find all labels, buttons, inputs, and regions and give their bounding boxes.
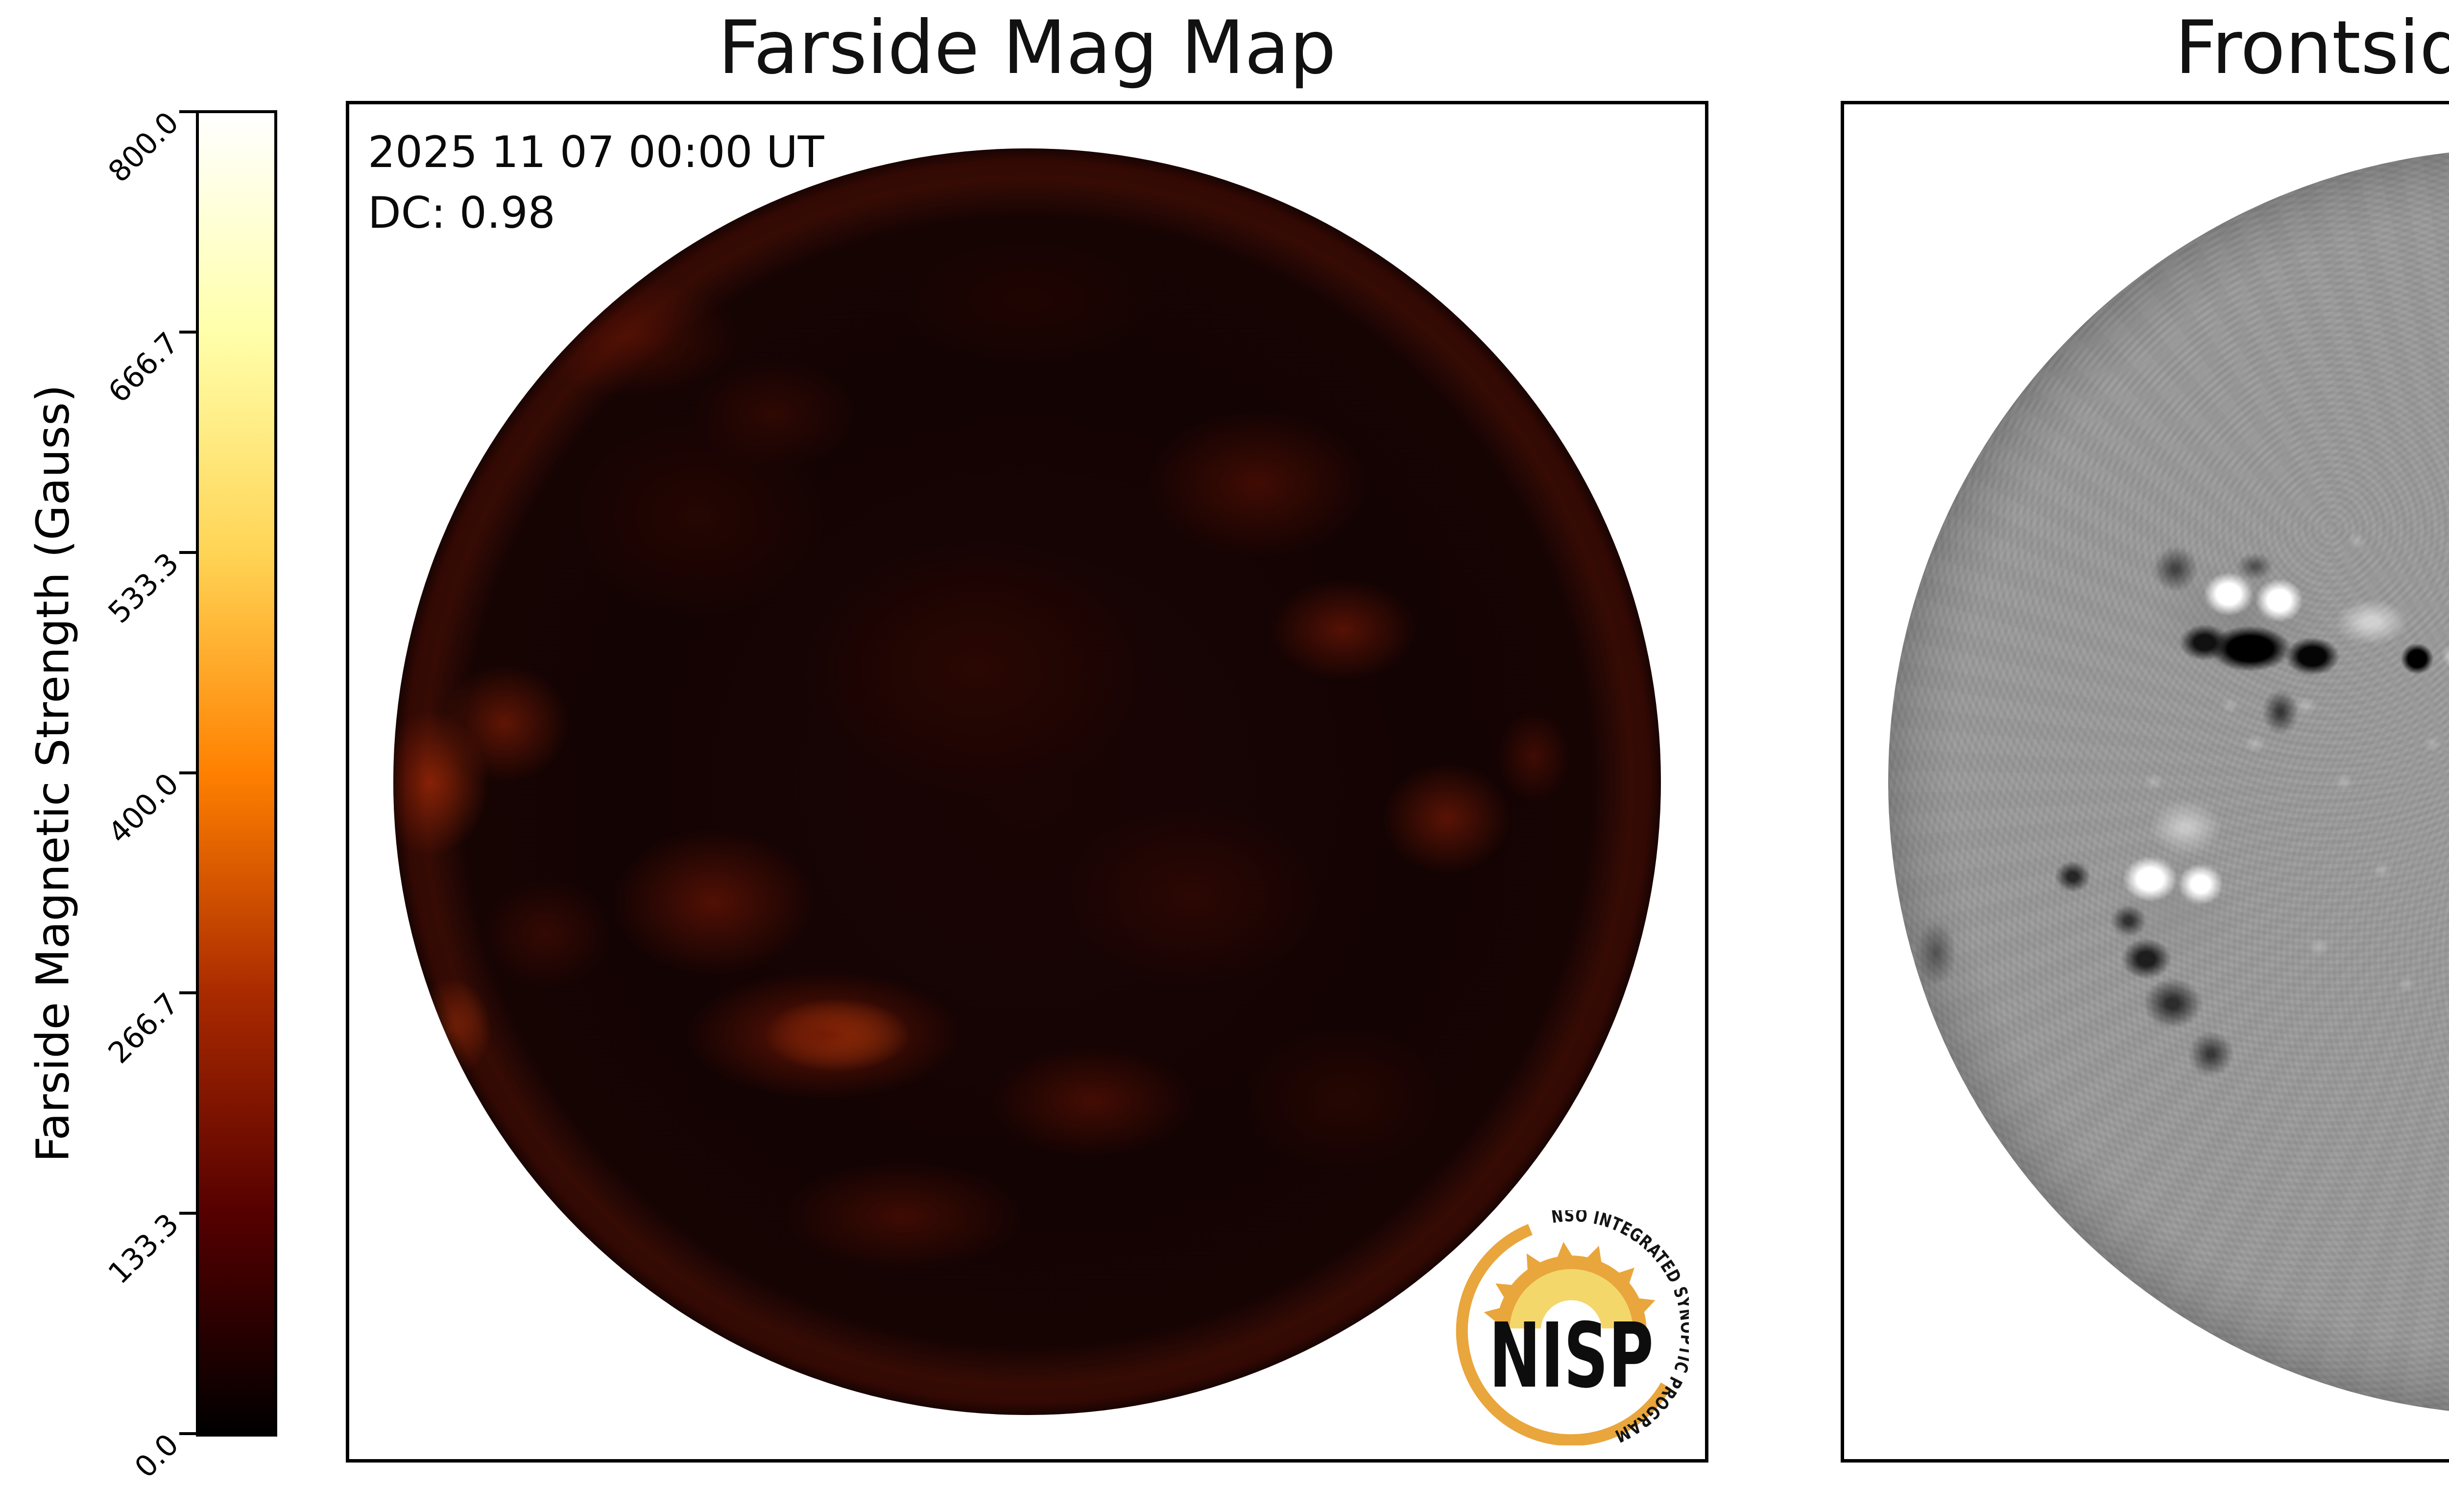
magnetic-feature-blob — [2321, 590, 2423, 654]
magnetic-feature-blob — [2169, 617, 2239, 668]
duty-cycle-text: DC: 0.98 — [368, 188, 555, 238]
magnetic-feature-blob — [2344, 529, 2369, 552]
magnetic-feature-blob — [2369, 859, 2395, 882]
frontside-title: Frontside Mag Map — [2175, 5, 2449, 91]
magnetic-feature-blob — [2047, 854, 2098, 899]
nisp-logo: NISP NSO INTEGRATED SYNOPTIC PROGRAM — [1454, 1205, 1696, 1446]
magnetic-feature-blob — [2169, 856, 2233, 913]
colorbar-tick — [179, 330, 196, 334]
colorbar — [196, 110, 277, 1437]
frontside-panel: NISP NSO INTEGRATED SYNOPTIC PROGRAM — [1841, 101, 2449, 1463]
farside-panel: 2025 11 07 00:00 UT DC: 0.98 NISP NSO IN… — [346, 101, 1708, 1463]
logo-baseline — [1488, 1328, 1655, 1336]
colorbar-tick-label: 0.0 — [128, 1427, 186, 1485]
colorbar-tick — [179, 991, 196, 995]
magnetic-feature-blob — [1907, 908, 1965, 997]
colorbar-tick-label: 266.7 — [101, 986, 186, 1071]
farside-annotation: 2025 11 07 00:00 UT DC: 0.98 — [368, 122, 824, 243]
colorbar-tick-label: 533.3 — [101, 546, 186, 630]
magnetic-feature-blob — [2290, 693, 2322, 719]
magnetic-feature-blob — [2445, 1024, 2449, 1046]
magnetic-feature-blob — [2140, 770, 2168, 793]
colorbar-tick — [179, 771, 196, 774]
timestamp-text: 2025 11 07 00:00 UT — [368, 127, 824, 177]
colorbar-axis-label: Farside Magnetic Strength (Gauss) — [26, 384, 79, 1162]
magnetic-feature-blob — [2239, 731, 2271, 757]
magnetic-feature-blob — [2394, 973, 2420, 995]
magnetic-feature-blob — [2303, 934, 2334, 960]
logo-ring-arc — [1456, 1224, 1671, 1446]
colorbar-tick — [179, 1432, 196, 1435]
colorbar-tick — [179, 551, 196, 554]
frontside-solar-disk — [1888, 148, 2449, 1416]
colorbar-tick — [179, 1212, 196, 1215]
magnetic-feature-blob — [2246, 570, 2312, 631]
magnetic-feature-blob — [2420, 732, 2445, 755]
magnetic-feature-blob — [2179, 1022, 2243, 1086]
sun-core-icon — [1540, 1300, 1602, 1331]
magnetic-feature-blob — [2217, 694, 2243, 718]
magnetic-feature-blob — [2331, 769, 2357, 794]
colorbar-tick-label: 800.0 — [101, 105, 186, 190]
colorbar-tick — [179, 110, 196, 113]
logo-acronym: NISP — [1489, 1304, 1654, 1408]
colorbar-tick-label: 666.7 — [101, 326, 186, 410]
farside-limb-ring — [393, 148, 1661, 1416]
farside-solar-disk — [393, 148, 1661, 1416]
sun-arch-icon — [1510, 1269, 1633, 1331]
colorbar-tick-label: 400.0 — [101, 766, 186, 850]
frontside-limb-ring — [1888, 148, 2449, 1416]
farside-title: Farside Mag Map — [718, 5, 1336, 91]
nisp-logo-svg: NISP NSO INTEGRATED SYNOPTIC PROGRAM — [1456, 1205, 1696, 1446]
colorbar-tick-label: 133.3 — [101, 1207, 186, 1291]
